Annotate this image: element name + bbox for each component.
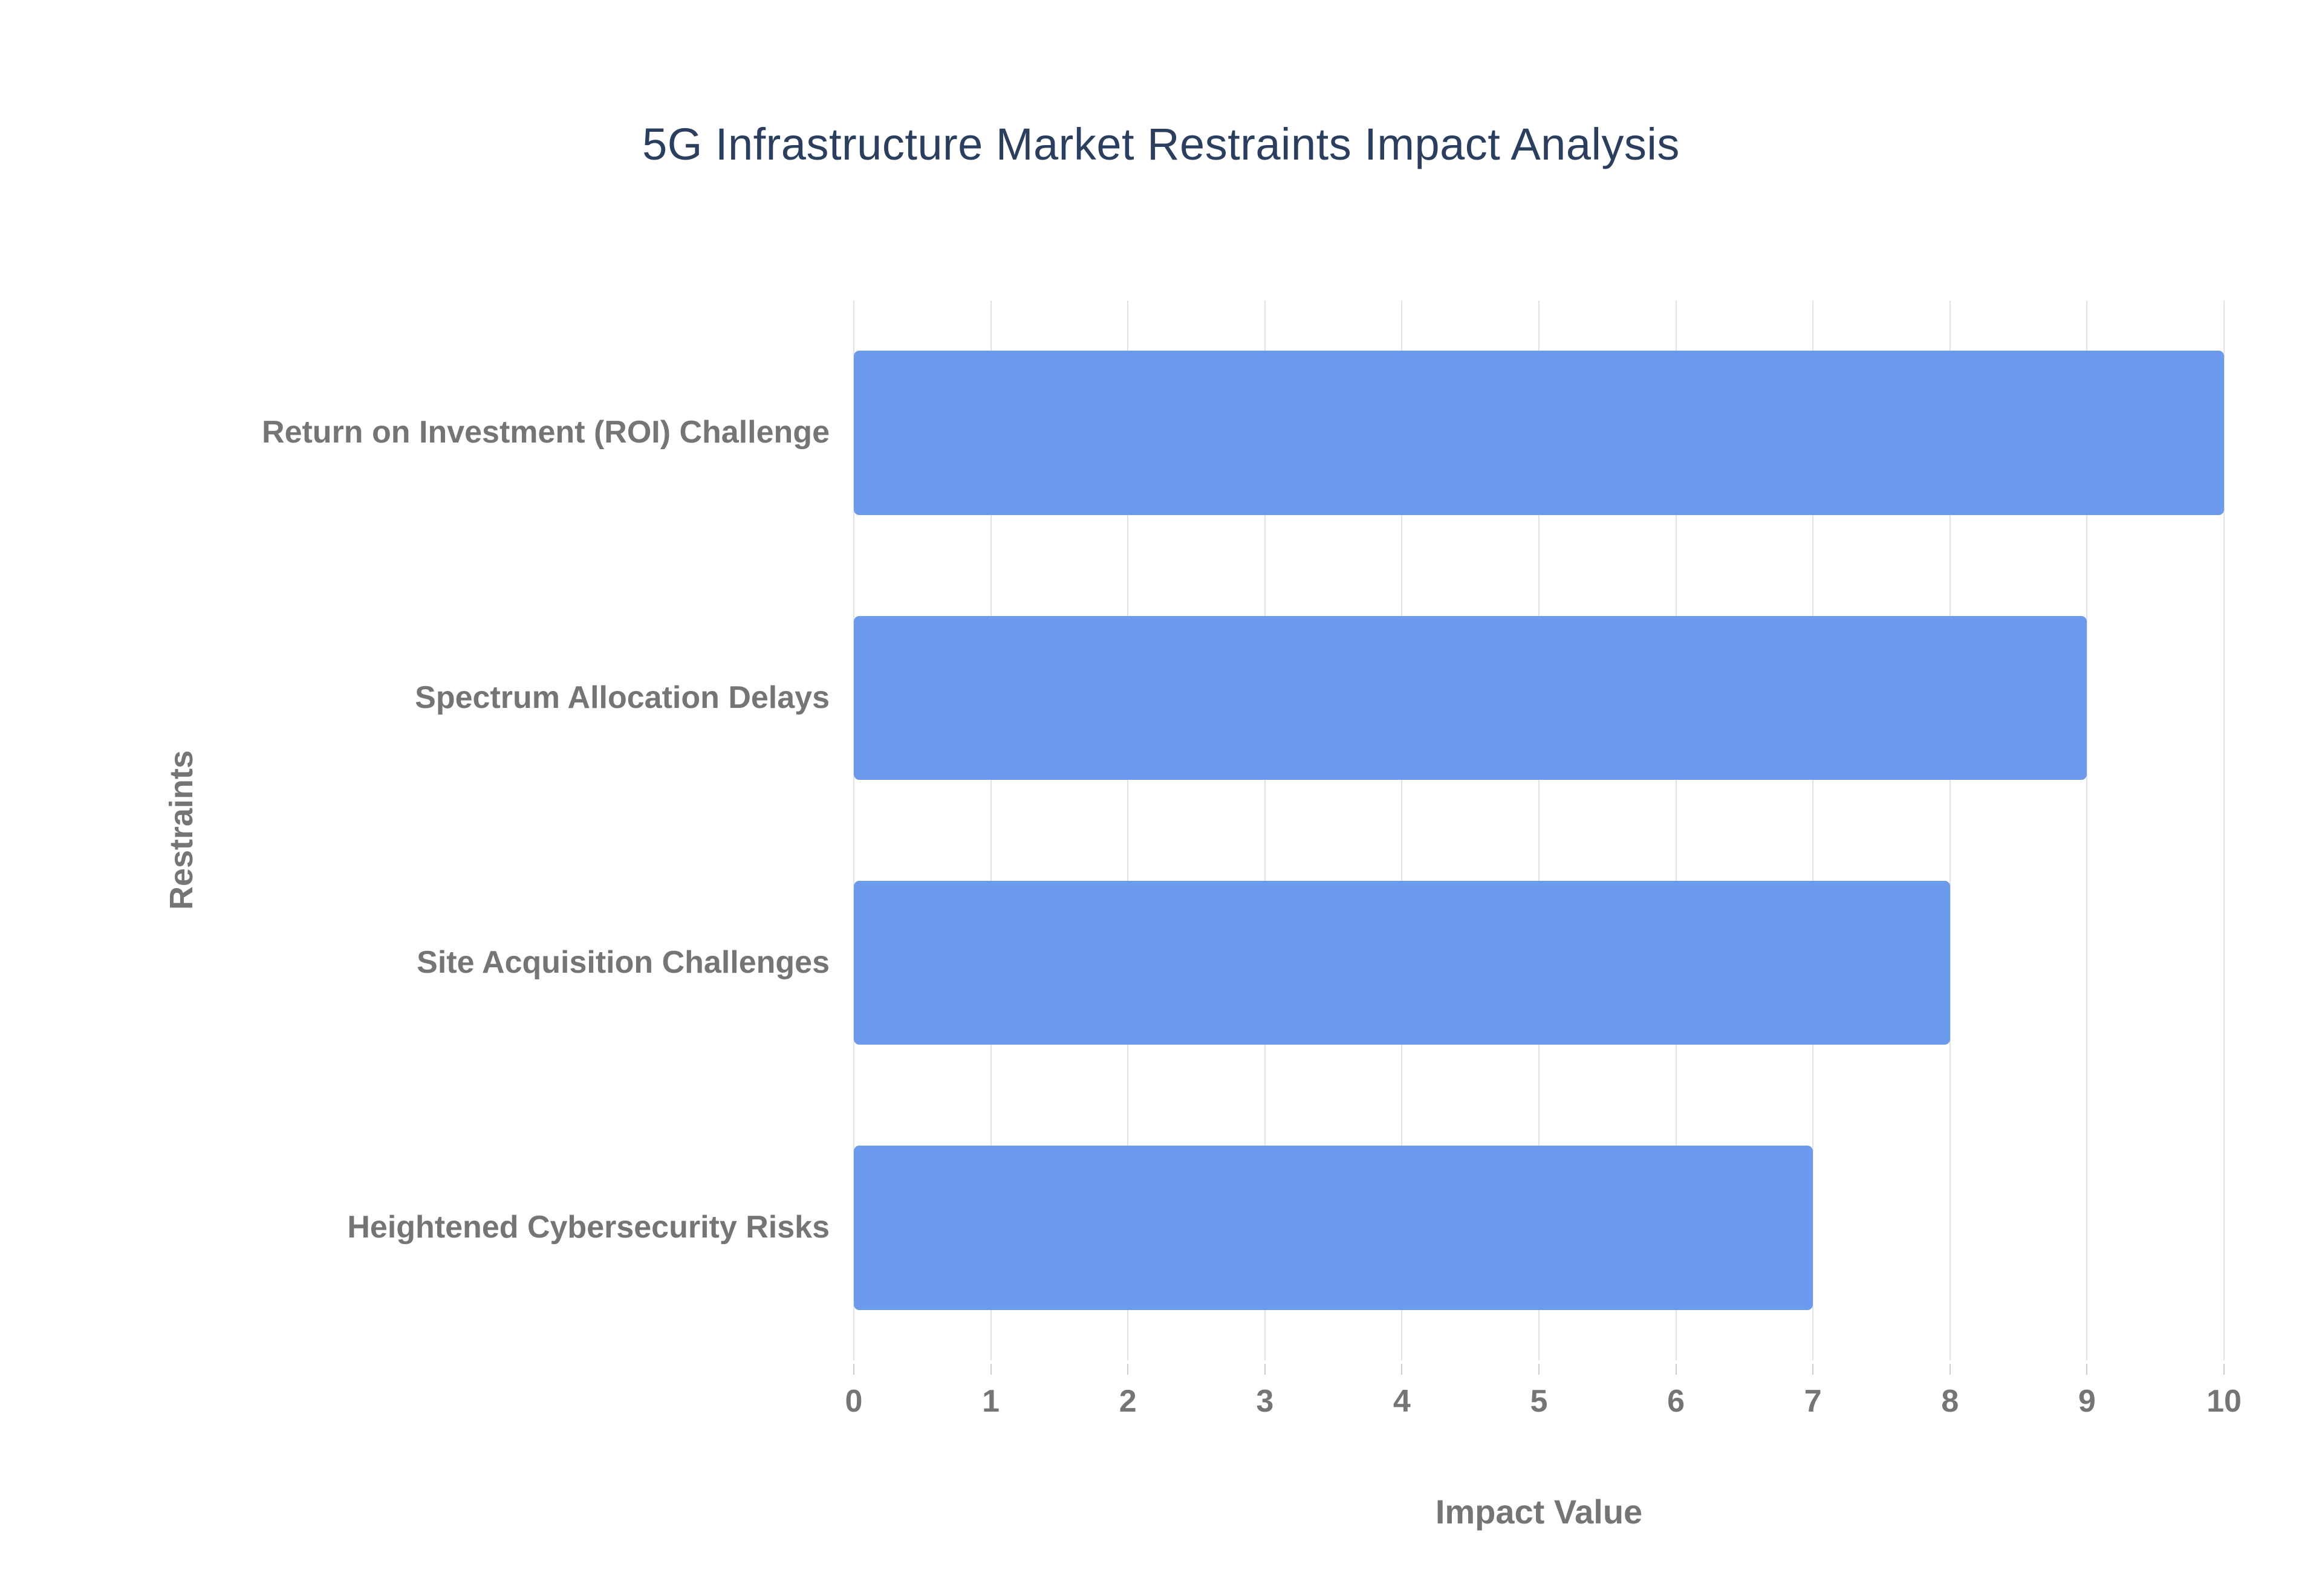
x-tick-mark	[1949, 1364, 1951, 1375]
gridline	[1401, 300, 1403, 1360]
bar	[854, 880, 1950, 1045]
category-label: Spectrum Allocation Delays	[415, 680, 830, 715]
x-tick-label: 5	[1530, 1384, 1548, 1419]
gridline	[1538, 300, 1540, 1360]
bar-row	[854, 831, 2224, 1095]
gridline	[1264, 300, 1266, 1360]
category-label: Return on Investment (ROI) Challenge	[262, 415, 830, 450]
x-tick-mark	[2086, 1364, 2088, 1375]
bar	[854, 351, 2224, 515]
x-tick-label: 1	[982, 1384, 1000, 1419]
x-tick-mark	[1127, 1364, 1129, 1375]
category-label: Site Acquisition Challenges	[417, 944, 830, 980]
gridline	[1675, 300, 1677, 1360]
gridline	[2223, 300, 2225, 1360]
gridline	[1812, 300, 1814, 1360]
bar	[854, 1146, 1813, 1310]
x-tick-mark	[853, 1364, 854, 1375]
bar-row	[854, 565, 2224, 830]
x-tick-mark	[2223, 1364, 2225, 1375]
gridline	[1949, 300, 1951, 1360]
x-tick-mark	[1401, 1364, 1403, 1375]
x-tick-mark	[1812, 1364, 1814, 1375]
gridline	[2086, 300, 2088, 1360]
x-tick-mark	[990, 1364, 992, 1375]
x-axis-title: Impact Value	[1435, 1493, 1643, 1531]
x-tick-label: 8	[1941, 1384, 1959, 1419]
gridline	[1127, 300, 1129, 1360]
x-tick-mark	[1675, 1364, 1677, 1375]
bar-row	[854, 300, 2224, 565]
x-tick-label: 10	[2207, 1384, 2242, 1419]
x-tick-label: 2	[1119, 1384, 1137, 1419]
x-tick-label: 6	[1667, 1384, 1685, 1419]
bar	[854, 615, 2087, 780]
gridline	[853, 300, 854, 1360]
x-tick-labels: 0 1 2 3 4 5 6 7 8 9 10	[845, 1364, 2242, 1426]
plot-area	[853, 300, 2225, 1360]
category-labels: Return on Investment (ROI) Challenge Spec…	[206, 300, 830, 1360]
x-tick-label: 4	[1393, 1384, 1411, 1419]
x-tick-label: 3	[1256, 1384, 1274, 1419]
x-tick-label: 7	[1804, 1384, 1822, 1419]
x-tick-label: 9	[2078, 1384, 2096, 1419]
bar-row	[854, 1095, 2224, 1360]
y-axis-title: Restraints	[163, 750, 200, 910]
x-tick-label: 0	[845, 1384, 863, 1419]
category-label: Heightened Cybersecurity Risks	[347, 1210, 830, 1245]
gridline	[990, 300, 992, 1360]
chart-title: 5G Infrastructure Market Restraints Impa…	[642, 119, 1680, 169]
bar-rows	[854, 300, 2224, 1360]
x-tick-mark	[1264, 1364, 1266, 1375]
x-tick-mark	[1538, 1364, 1540, 1375]
